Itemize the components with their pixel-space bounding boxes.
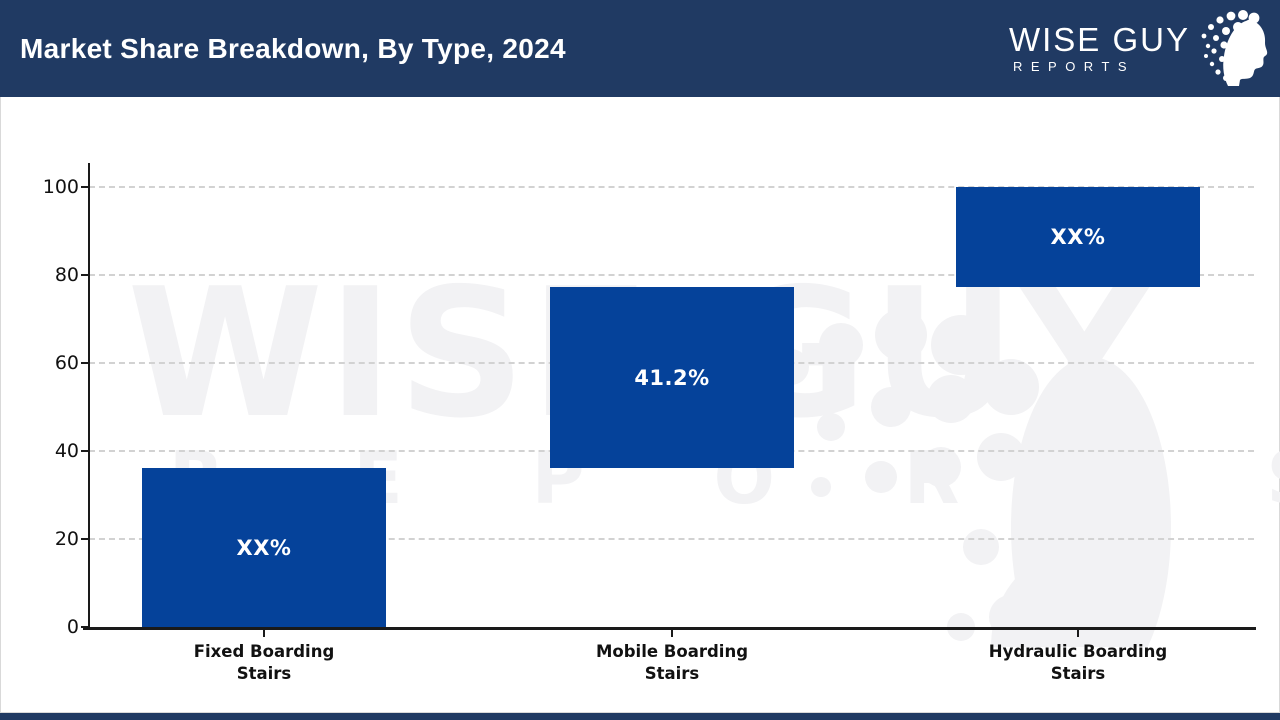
bar-value-label: 41.2%: [634, 365, 710, 390]
y-tick-mark-80: [81, 274, 89, 276]
x-category-label-1: Fixed Boarding Stairs: [193, 642, 335, 683]
y-tick-label-60: 60: [54, 352, 79, 374]
x-category-label-2: Mobile Boarding Stairs: [595, 642, 749, 683]
bar-2: 41.2%: [550, 286, 794, 469]
x-tick-mark-1: [263, 630, 265, 637]
logo-subtitle: REPORTS: [1012, 59, 1136, 75]
x-tick-mark-3: [1077, 630, 1079, 637]
x-tick-mark-2: [671, 630, 673, 637]
bar-1: XX%: [142, 468, 386, 627]
y-tick-label-40: 40: [54, 440, 79, 462]
logo-text: WISE GUY REPORTS: [1008, 20, 1190, 75]
x-category-label-3: Hydraulic Boarding Stairs: [988, 642, 1168, 683]
logo-face-icon: [1201, 9, 1268, 86]
gridline-100: [89, 186, 1254, 188]
logo-wordmark: WISE GUY: [1008, 20, 1190, 58]
y-tick-mark-40: [81, 450, 89, 452]
chart-title: Market Share Breakdown, By Type, 2024: [20, 32, 566, 64]
gridline-20: [89, 538, 1254, 540]
plot: 0 20 40 60 80 100 XX% 41.2% XX% Fixed Boarding St…: [1, 97, 1279, 712]
header: Market Share Breakdown, By Type, 2024 WI…: [0, 0, 1280, 97]
wiseguy-logo: WISE GUY REPORTS: [1009, 0, 1268, 97]
y-tick-label-0: 0: [66, 616, 79, 638]
y-axis: [88, 163, 90, 630]
bar-value-label: XX%: [1050, 224, 1106, 249]
bar-value-label: XX%: [236, 535, 292, 560]
y-tick-label-80: 80: [54, 264, 79, 286]
y-tick-mark-60: [81, 362, 89, 364]
watermark-face-icon: [773, 309, 1171, 647]
y-tick-label-20: 20: [54, 528, 79, 550]
y-tick-mark-100: [81, 186, 89, 188]
gridline-80: [89, 274, 1254, 276]
chart-area: WISE GUY R E P O R T S 020406080100XX%41…: [0, 97, 1280, 713]
footer-bar: [0, 713, 1280, 720]
y-tick-mark-20: [81, 538, 89, 540]
x-axis: [83, 627, 1256, 630]
bar-3: XX%: [956, 187, 1200, 287]
y-tick-label-100: 100: [42, 176, 79, 198]
